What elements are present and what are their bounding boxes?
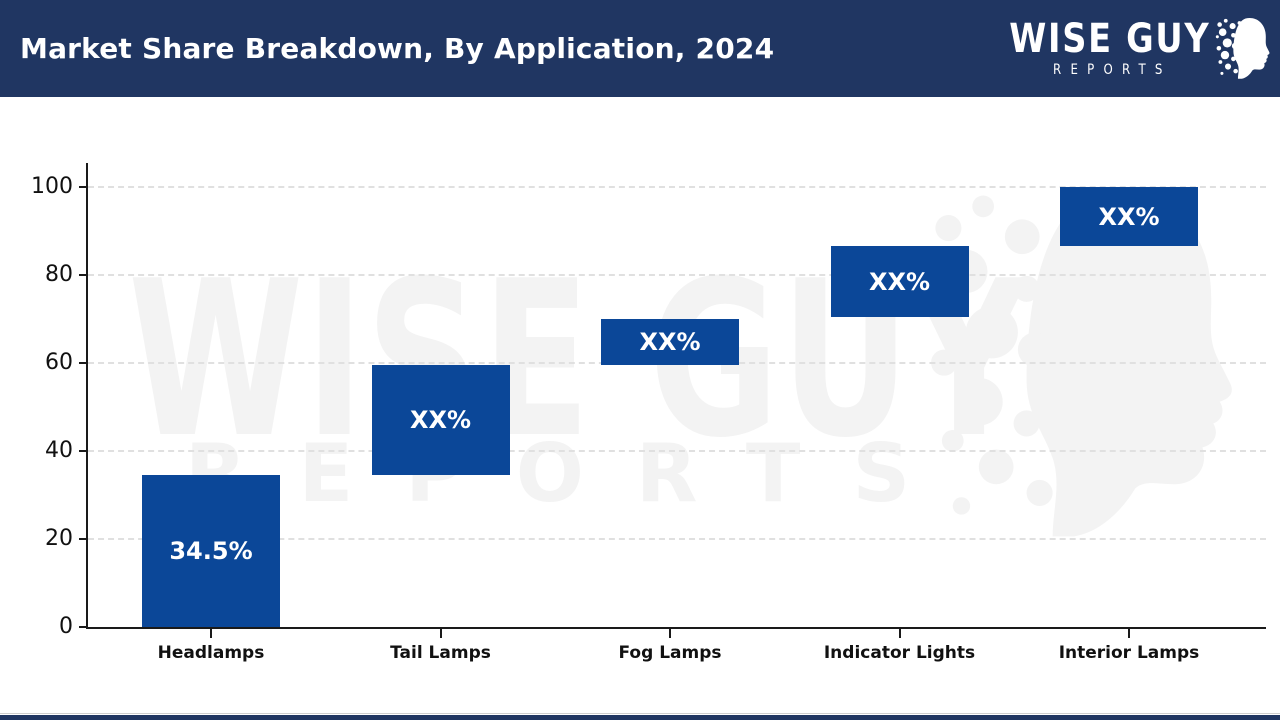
chart-plot-area: WISE GUY REPORTS 0 20 40 60 80 100 34.5% Headla…	[0, 97, 1280, 720]
x-axis-label-headlamps: Headlamps	[157, 643, 265, 663]
y-tick-80	[79, 274, 88, 276]
x-tick-indicator-lights	[898, 629, 901, 638]
x-axis-label-interior-lamps: Interior Lamps	[1058, 643, 1200, 663]
dotted-head-icon	[1215, 17, 1270, 79]
bar-value-label: XX%	[1098, 202, 1160, 231]
logo-subtitle: REPORTS	[1052, 62, 1172, 78]
footer-accent-bar	[0, 715, 1280, 720]
bar-value-label: XX%	[639, 328, 701, 357]
y-axis-label-20: 20	[45, 526, 73, 551]
x-tick-fog-lamps	[669, 629, 671, 638]
x-axis-label-fog-lamps: Fog Lamps	[618, 643, 722, 663]
x-axis-label-indicator-lights: Indicator Lights	[823, 643, 976, 663]
logo-wordmark: WISE GUY	[1008, 16, 1210, 62]
y-tick-0	[79, 626, 88, 628]
y-axis-line	[86, 163, 88, 629]
chart-title: Market Share Breakdown, By Application, …	[20, 32, 775, 65]
x-tick-headlamps	[210, 629, 212, 638]
bar-indicator-lights: XX%	[830, 246, 969, 317]
y-tick-20	[79, 538, 88, 540]
bar-value-label: 34.5%	[169, 537, 253, 566]
footer-divider	[0, 713, 1280, 714]
y-axis-label-60: 60	[45, 350, 73, 375]
bar-value-label: XX%	[409, 406, 472, 435]
logo-text: WISE GUY REPORTS	[1009, 19, 1210, 78]
x-tick-interior-lamps	[1128, 629, 1130, 638]
x-axis-label-tail-lamps: Tail Lamps	[390, 643, 491, 663]
gridline-40	[88, 450, 1266, 452]
y-axis-label-40: 40	[45, 438, 73, 463]
watermark-subtitle: REPORTS	[185, 427, 963, 520]
y-tick-100	[79, 186, 88, 188]
y-tick-40	[79, 450, 88, 452]
header-bar: Market Share Breakdown, By Application, …	[0, 0, 1280, 97]
wise-guy-logo: WISE GUY REPORTS	[971, 14, 1270, 84]
bar-interior-lamps: XX%	[1060, 187, 1198, 247]
y-axis-label-100: 100	[31, 174, 73, 199]
bar-tail-lamps: XX%	[371, 365, 510, 476]
x-tick-tail-lamps	[439, 629, 442, 638]
gridline-100	[88, 186, 1266, 188]
y-axis-label-80: 80	[45, 262, 73, 287]
y-tick-60	[79, 362, 88, 364]
y-axis-label-0: 0	[59, 614, 73, 639]
bar-headlamps: 34.5%	[142, 475, 280, 627]
x-axis-line	[86, 627, 1266, 629]
gridline-20	[88, 538, 1266, 540]
gridline-80	[88, 274, 1266, 276]
bar-value-label: XX%	[868, 267, 931, 296]
bar-fog-lamps: XX%	[601, 319, 739, 366]
